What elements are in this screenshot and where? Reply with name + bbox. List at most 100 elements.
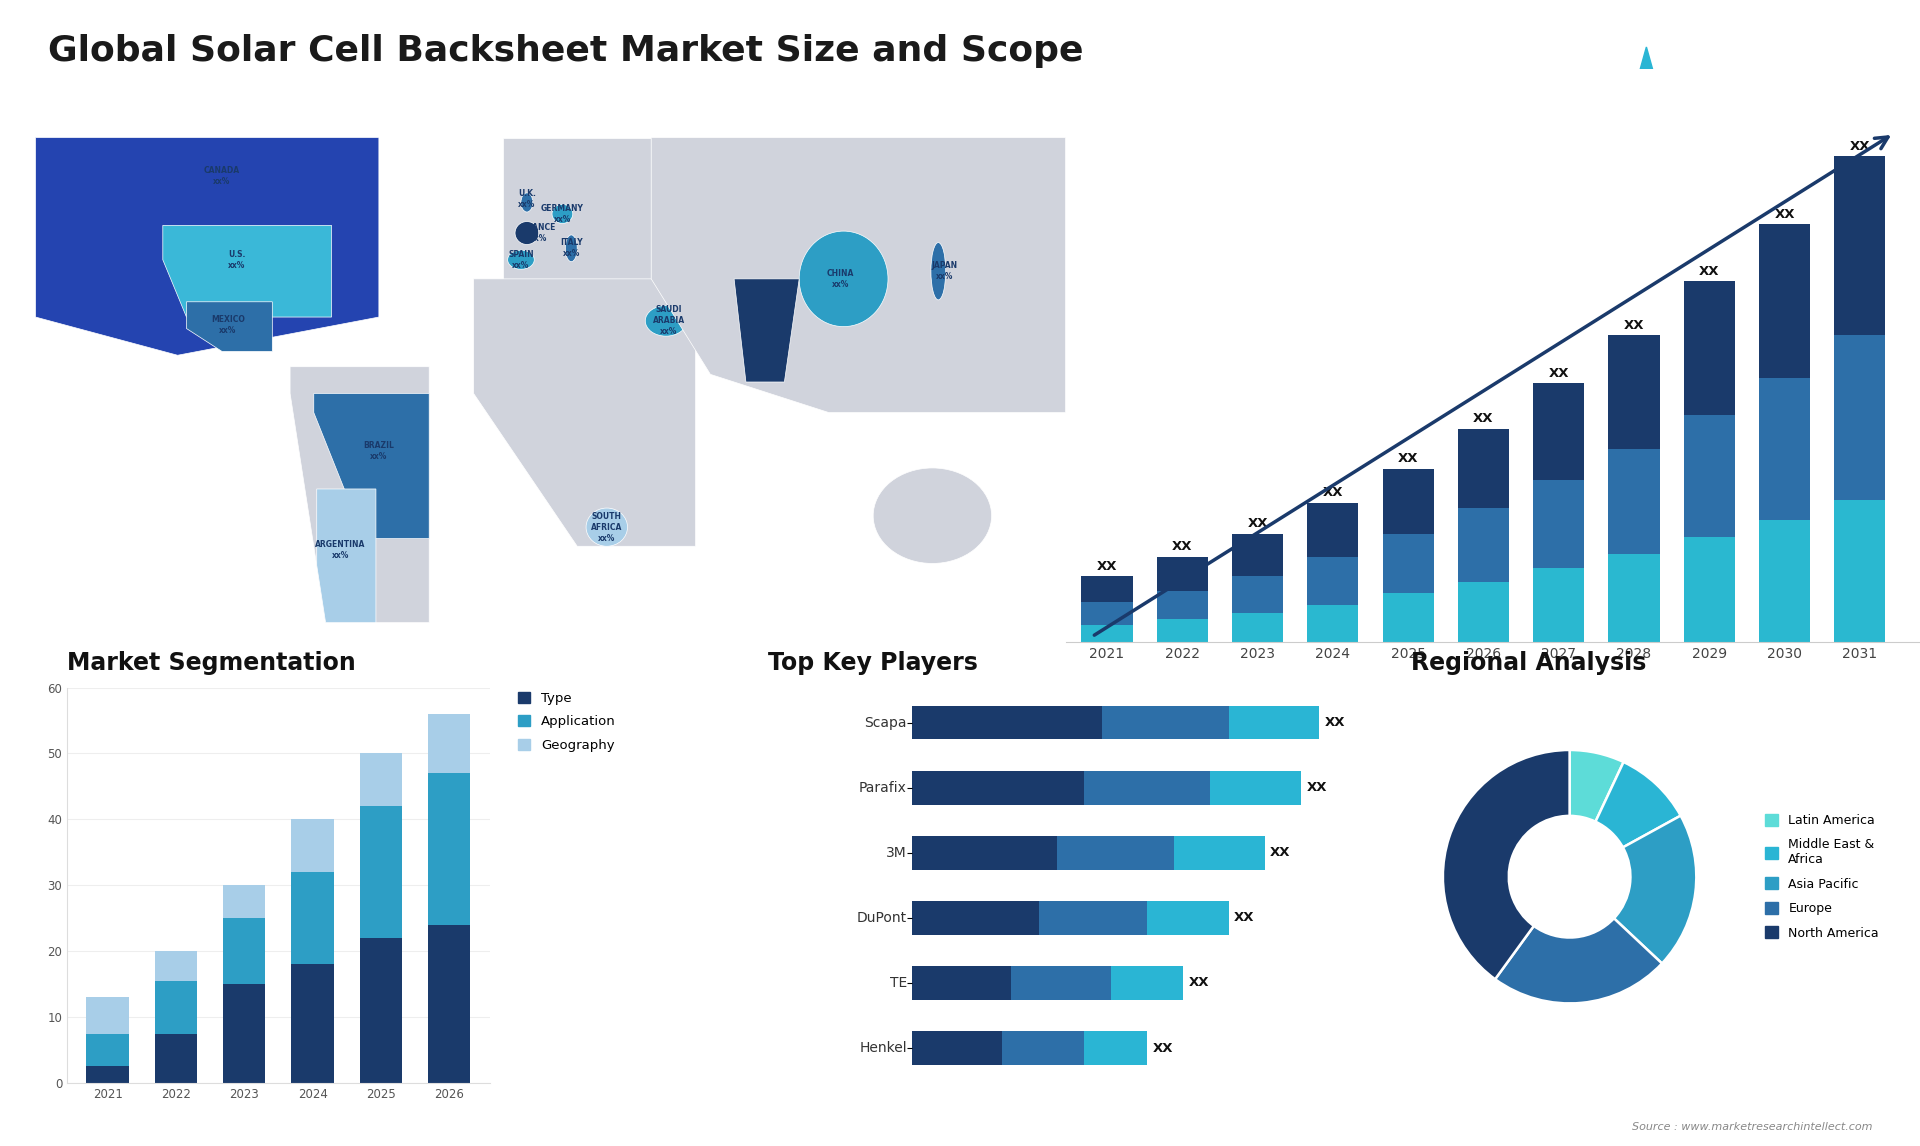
Text: TE: TE [889,976,906,990]
Text: ITALY
xx%: ITALY xx% [561,238,582,258]
Bar [359,937,401,1083]
Legend: Latin America, Middle East &
Africa, Asia Pacific, Europe, North America: Latin America, Middle East & Africa, Asi… [1759,809,1884,944]
Bar [1759,519,1811,642]
Text: U.K.
xx%: U.K. xx% [518,189,536,209]
Bar [156,981,198,1034]
Text: XX: XX [1271,846,1290,860]
Bar [912,1031,1002,1065]
Bar [292,872,334,964]
Text: Scapa: Scapa [864,715,906,730]
Bar [1457,429,1509,509]
Text: Source : www.marketresearchintellect.com: Source : www.marketresearchintellect.com [1632,1122,1872,1132]
Polygon shape [1626,47,1667,119]
Bar [1759,378,1811,519]
Text: XX: XX [1248,518,1267,531]
Ellipse shape [520,193,534,212]
Text: XX: XX [1398,453,1419,465]
Polygon shape [35,138,378,355]
Text: Market Segmentation: Market Segmentation [67,651,355,675]
Bar [428,774,470,925]
Text: FRANCE
xx%: FRANCE xx% [522,223,557,243]
Bar [1175,835,1265,870]
Bar [86,1034,129,1067]
Bar [1308,557,1359,605]
Bar [1532,568,1584,642]
Bar [1081,602,1133,625]
Text: XX: XX [1624,319,1644,331]
Legend: Type, Application, Geography: Type, Application, Geography [513,686,620,758]
Text: XX: XX [1473,413,1494,425]
Bar [1233,613,1283,642]
Ellipse shape [515,221,540,244]
Text: SAUDI
ARABIA
xx%: SAUDI ARABIA xx% [653,305,685,337]
Bar [1081,576,1133,602]
Bar [223,918,265,984]
Text: XX: XX [1096,560,1117,573]
Bar [1532,480,1584,568]
Bar [1834,156,1885,335]
Text: XX: XX [1325,716,1346,729]
Ellipse shape [931,243,947,300]
Bar [1382,469,1434,534]
Polygon shape [1667,47,1707,119]
Bar [1308,605,1359,642]
Ellipse shape [553,204,572,223]
Ellipse shape [507,250,534,269]
Bar [359,754,401,807]
Text: XX: XX [1235,911,1254,925]
Text: XX: XX [1188,976,1210,989]
Text: Global Solar Cell Backsheet Market Size and Scope: Global Solar Cell Backsheet Market Size … [48,34,1083,69]
Bar [428,714,470,774]
Bar [156,1034,198,1083]
Text: Regional Analysis: Regional Analysis [1411,651,1647,675]
Bar [292,964,334,1083]
Bar [1156,590,1208,619]
Text: XX: XX [1306,782,1327,794]
Ellipse shape [586,508,628,547]
Wedge shape [1569,749,1624,822]
Bar [292,819,334,872]
Bar [1457,582,1509,642]
Text: XX: XX [1152,1042,1173,1054]
Text: SOUTH
AFRICA
xx%: SOUTH AFRICA xx% [591,511,622,543]
Text: XX: XX [1323,486,1344,500]
Bar [1609,448,1659,554]
Bar [1056,835,1175,870]
Bar [1229,706,1319,739]
Wedge shape [1596,762,1680,847]
Bar [1012,966,1112,999]
Polygon shape [290,367,430,622]
Bar [1684,281,1736,415]
Bar [1759,225,1811,378]
Bar [1210,770,1302,804]
Text: Henkel: Henkel [860,1041,906,1055]
Bar [1457,509,1509,582]
Bar [1112,966,1183,999]
Bar [1684,415,1736,536]
Bar [1102,706,1229,739]
Ellipse shape [645,306,687,336]
Text: DuPont: DuPont [856,911,906,925]
Bar [912,901,1039,935]
Text: CANADA
xx%: CANADA xx% [204,166,240,186]
Text: XX: XX [1849,140,1870,152]
Text: CHINA
xx%: CHINA xx% [828,269,854,289]
Text: MEXICO
xx%: MEXICO xx% [211,315,246,335]
Text: Top Key Players: Top Key Players [768,651,977,675]
Bar [156,951,198,981]
Bar [1146,901,1229,935]
Text: SPAIN
xx%: SPAIN xx% [509,250,534,269]
Wedge shape [1444,749,1571,979]
Ellipse shape [564,235,578,261]
Text: RESEARCH: RESEARCH [1770,84,1832,94]
Bar [1609,554,1659,642]
Ellipse shape [874,468,991,564]
Bar [1834,500,1885,642]
Bar [1081,625,1133,642]
Polygon shape [474,278,695,547]
Bar [912,770,1085,804]
Bar [1684,536,1736,642]
Bar [1609,335,1659,448]
Polygon shape [163,226,332,317]
Text: INTELLECT: INTELLECT [1770,108,1832,118]
